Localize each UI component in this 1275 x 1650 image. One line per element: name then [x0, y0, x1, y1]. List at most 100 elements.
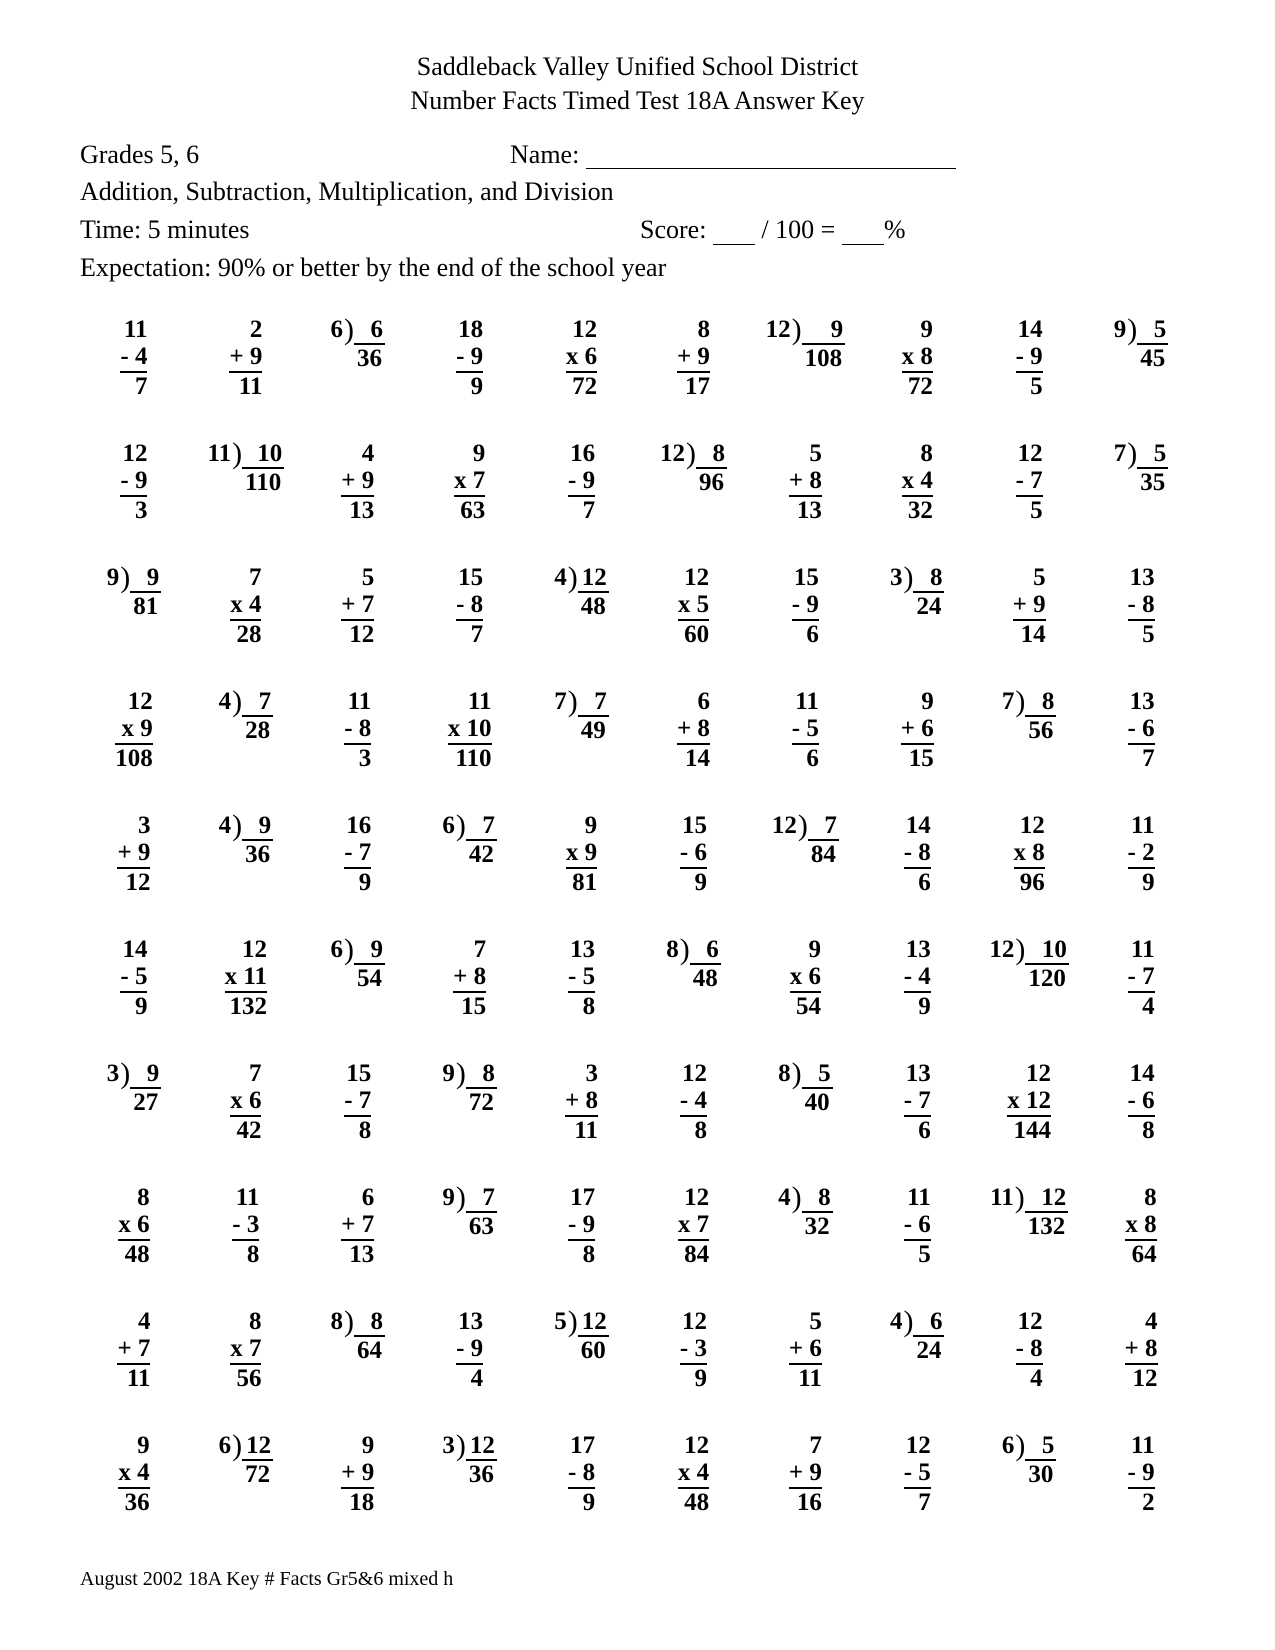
- answer: 9: [456, 373, 483, 400]
- operand-top: 13: [1128, 564, 1155, 591]
- operand-bottom: - 4: [680, 1087, 707, 1117]
- operand-bottom: + 8: [453, 963, 486, 993]
- dividend: 72: [242, 1459, 273, 1488]
- operand-bottom: - 8: [344, 715, 371, 745]
- divisor: 6: [219, 1432, 233, 1488]
- division-bracket-icon: ): [232, 691, 242, 747]
- problem-cell: 14- 68: [1087, 1060, 1195, 1170]
- divisor: 4: [890, 1308, 904, 1364]
- division-bracket-icon: ): [798, 815, 808, 871]
- problem-cell: 12)896: [640, 440, 748, 550]
- answer: 5: [904, 1241, 931, 1268]
- operand-bottom: + 9: [677, 343, 710, 373]
- division-bracket-icon: ): [456, 1187, 466, 1243]
- dividend: 81: [130, 591, 161, 620]
- answer: 4: [1016, 1365, 1043, 1392]
- answer: 84: [678, 1241, 709, 1268]
- division-problem: 7)856: [1002, 688, 1057, 744]
- answer: 6: [792, 621, 819, 648]
- operand-bottom: + 8: [565, 1087, 598, 1117]
- answer: 12: [341, 621, 374, 648]
- quotient: 10: [1042, 936, 1069, 963]
- quotient: 9: [370, 936, 385, 963]
- problem-cell: 13- 76: [863, 1060, 971, 1170]
- answer: 110: [448, 745, 492, 772]
- answer: 8: [1128, 1117, 1155, 1144]
- vertical-problem: 11- 56: [792, 688, 819, 772]
- divisor: 5: [554, 1308, 568, 1364]
- operand-top: 4: [341, 440, 374, 467]
- problem-cell: 11)10110: [192, 440, 300, 550]
- operand-top: 11: [120, 316, 147, 343]
- dividend: 24: [913, 591, 944, 620]
- division-problem: 6)1272: [219, 1432, 274, 1488]
- quotient: 7: [482, 812, 497, 839]
- vertical-problem: 12x 896: [1014, 812, 1045, 896]
- dividend: 36: [466, 1459, 497, 1488]
- problem-cell: 9+ 615: [863, 688, 971, 798]
- divisor: 8: [778, 1060, 792, 1116]
- vertical-problem: 7x 642: [230, 1060, 261, 1144]
- vertical-problem: 6+ 814: [677, 688, 710, 772]
- answer: 4: [456, 1365, 483, 1392]
- quotient: 12: [1041, 1184, 1068, 1211]
- score-blank-pct[interactable]: [842, 207, 884, 245]
- operand-bottom: + 9: [1013, 591, 1046, 621]
- name-blank[interactable]: [586, 132, 956, 170]
- division-bracket-icon: ): [456, 1435, 466, 1491]
- divisor: 7: [1002, 688, 1016, 744]
- problem-cell: 8)648: [640, 936, 748, 1046]
- problem-cell: 6)954: [304, 936, 412, 1046]
- operand-bottom: - 6: [680, 839, 707, 869]
- answer: 7: [456, 621, 483, 648]
- quotient: 10: [257, 440, 284, 467]
- problem-cell: 7)856: [975, 688, 1083, 798]
- vertical-problem: 11- 65: [904, 1184, 931, 1268]
- answer: 12: [1125, 1365, 1158, 1392]
- operand-bottom: + 6: [901, 715, 934, 745]
- answer: 48: [678, 1489, 709, 1516]
- problem-cell: 15- 78: [304, 1060, 412, 1170]
- dividend: 84: [808, 839, 839, 868]
- dividend: 54: [354, 963, 385, 992]
- answer: 36: [118, 1489, 149, 1516]
- vertical-problem: 13- 49: [904, 936, 931, 1020]
- answer: 9: [680, 869, 707, 896]
- dividend: 64: [354, 1335, 385, 1364]
- problem-cell: 13- 49: [863, 936, 971, 1046]
- operand-top: 11: [1128, 936, 1155, 963]
- dividend: 60: [578, 1335, 609, 1364]
- division-problem: 12)9108: [766, 316, 846, 372]
- vertical-problem: 5+ 712: [341, 564, 374, 648]
- quotient: 7: [259, 688, 274, 715]
- problem-cell: 17- 89: [528, 1432, 636, 1542]
- vertical-problem: 9x 872: [902, 316, 933, 400]
- problem-cell: 5+ 712: [304, 564, 412, 674]
- division-bracket-icon: ): [792, 1187, 802, 1243]
- operand-bottom: - 9: [456, 343, 483, 373]
- operand-bottom: x 12: [1007, 1087, 1051, 1117]
- division-problem: 4)936: [219, 812, 274, 868]
- problem-cell: 14- 86: [863, 812, 971, 922]
- operand-top: 4: [1125, 1308, 1158, 1335]
- vertical-problem: 8x 864: [1125, 1184, 1156, 1268]
- operand-bottom: + 9: [789, 1459, 822, 1489]
- answer: 8: [344, 1117, 371, 1144]
- answer: 56: [230, 1365, 261, 1392]
- answer: 144: [1007, 1117, 1051, 1144]
- problem-cell: 6+ 814: [640, 688, 748, 798]
- operand-bottom: x 8: [1125, 1211, 1156, 1241]
- quotient: 12: [246, 1432, 273, 1459]
- vertical-problem: 2+ 911: [229, 316, 262, 400]
- problem-cell: 12- 57: [863, 1432, 971, 1542]
- dividend: 36: [354, 343, 385, 372]
- vertical-problem: 12- 93: [120, 440, 147, 524]
- vertical-problem: 5+ 611: [789, 1308, 822, 1392]
- answer: 8: [680, 1117, 707, 1144]
- divisor: 9: [107, 564, 121, 620]
- score-blank-raw[interactable]: [713, 207, 755, 245]
- operand-bottom: - 9: [568, 1211, 595, 1241]
- problem-cell: 8+ 917: [640, 316, 748, 426]
- problem-cell: 12)10120: [975, 936, 1083, 1046]
- problem-cell: 12x 11132: [192, 936, 300, 1046]
